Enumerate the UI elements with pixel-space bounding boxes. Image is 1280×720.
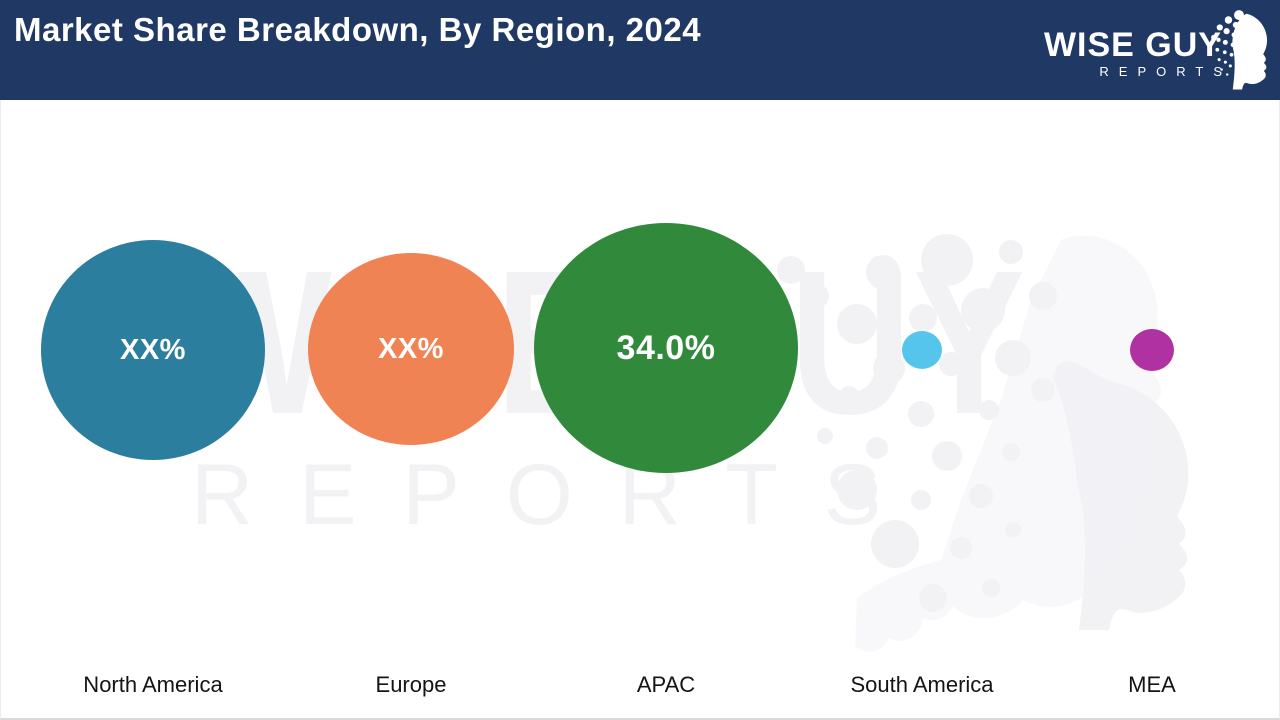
category-label-mea: MEA bbox=[1128, 672, 1176, 697]
brand-logo-text: WISE GUY REPORTS bbox=[1044, 28, 1222, 79]
category-label-south-america: South America bbox=[850, 672, 994, 697]
brand-face-icon bbox=[1211, 10, 1268, 90]
watermark-face-icon bbox=[777, 234, 1189, 652]
header: Market Share Breakdown, By Region, 2024 … bbox=[0, 0, 1280, 100]
bubble-south-america bbox=[902, 331, 942, 369]
bubble-europe-value: XX% bbox=[378, 332, 444, 365]
bubble-north-america: XX% bbox=[41, 240, 265, 460]
bubble-apac-value: 34.0% bbox=[616, 328, 716, 367]
category-label-europe: Europe bbox=[375, 672, 447, 697]
bubble-apac: 34.0% bbox=[534, 223, 798, 473]
category-label-apac: APAC bbox=[636, 672, 696, 697]
watermark-reports-text: REPORTS bbox=[191, 447, 928, 543]
bubble-north-america-value: XX% bbox=[120, 333, 186, 366]
page-title: Market Share Breakdown, By Region, 2024 bbox=[14, 11, 702, 48]
category-label-north-america: North America bbox=[83, 672, 223, 697]
bubble-europe: XX% bbox=[308, 253, 514, 445]
brand-logo: WISE GUY REPORTS bbox=[1044, 10, 1270, 92]
brand-name: WISE GUY bbox=[1043, 25, 1222, 64]
chart-canvas: WISE GUY REPORTS bbox=[0, 100, 1280, 720]
brand-subname: REPORTS bbox=[1099, 63, 1232, 79]
bubble-mea bbox=[1130, 329, 1174, 371]
